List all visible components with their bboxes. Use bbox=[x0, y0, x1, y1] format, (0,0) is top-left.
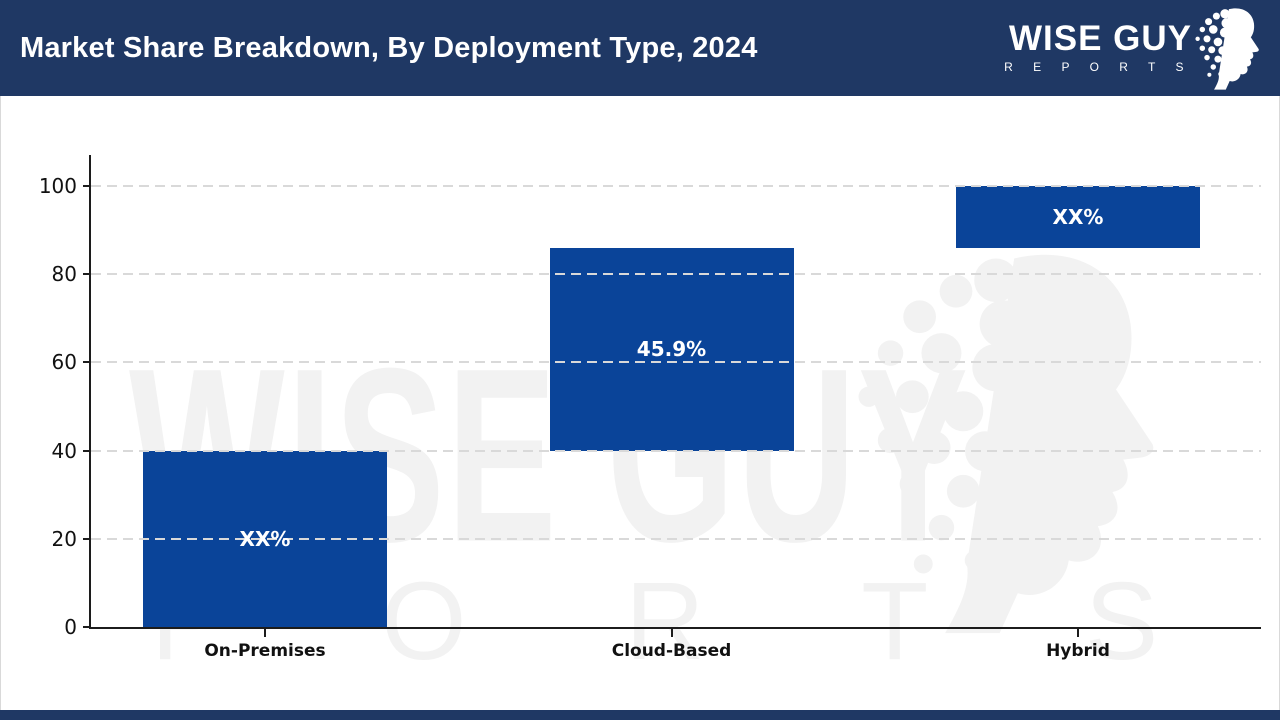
y-axis-tick bbox=[83, 273, 91, 276]
y-axis-tick-label: 100 bbox=[38, 174, 77, 198]
logo-wordmark: WISE GUY bbox=[1008, 19, 1192, 58]
logo-text: WISE GUY R E P O R T S bbox=[1004, 19, 1192, 75]
chart-area: WISE GUY P O R T S 0 20 40 60 80 100 XX% On-Pre… bbox=[0, 96, 1280, 710]
x-axis-tick bbox=[1077, 629, 1079, 637]
x-axis-tick bbox=[670, 629, 673, 637]
footer-bar bbox=[0, 710, 1280, 720]
x-category-label: Hybrid bbox=[1046, 641, 1110, 661]
x-axis-tick bbox=[264, 629, 266, 637]
logo-subtitle: R E P O R T S bbox=[1004, 60, 1192, 74]
y-axis-tick bbox=[83, 626, 91, 628]
x-category-label: On-Premises bbox=[204, 641, 326, 661]
y-axis-tick bbox=[83, 449, 91, 452]
y-axis-tick-label: 60 bbox=[51, 350, 77, 375]
watermark-head-icon bbox=[858, 254, 1154, 634]
y-axis-tick-label: 20 bbox=[51, 526, 77, 551]
y-axis-line bbox=[89, 155, 91, 629]
grid-line bbox=[91, 537, 1261, 540]
grid-line bbox=[91, 185, 1261, 187]
bar-cloud-based bbox=[549, 248, 794, 451]
grid-line bbox=[91, 361, 1261, 364]
grid-line bbox=[91, 449, 1261, 452]
wise-guy-head-icon bbox=[1195, 8, 1259, 90]
bar-value-label: XX% bbox=[1052, 205, 1104, 230]
bar-hybrid bbox=[956, 186, 1200, 249]
x-category-label: Cloud-Based bbox=[611, 641, 732, 661]
y-axis-tick-label: 80 bbox=[51, 262, 77, 287]
y-axis-tick bbox=[83, 361, 91, 364]
x-axis-line bbox=[89, 627, 1261, 629]
grid-line bbox=[91, 273, 1261, 276]
page-title: Market Share Breakdown, By Deployment Ty… bbox=[20, 31, 758, 64]
y-axis-tick bbox=[83, 537, 91, 540]
wise-guy-reports-logo: WISE GUY R E P O R T S bbox=[1004, 0, 1270, 96]
header-bar: Market Share Breakdown, By Deployment Ty… bbox=[0, 0, 1280, 96]
y-axis-tick-label: 40 bbox=[51, 438, 77, 463]
y-axis-tick bbox=[83, 185, 91, 187]
y-axis-tick-label: 0 bbox=[64, 615, 77, 639]
bar-value-label: XX% bbox=[239, 526, 291, 551]
bar-value-label: 45.9% bbox=[636, 337, 707, 362]
